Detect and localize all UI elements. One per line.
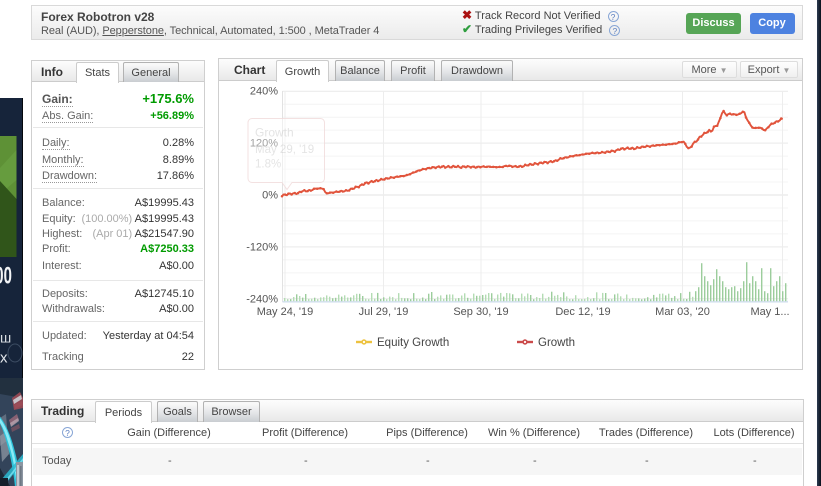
svg-text:-120%: -120% — [246, 241, 278, 253]
svg-text:-240%: -240% — [246, 293, 278, 305]
svg-text:120%: 120% — [250, 138, 278, 150]
svg-text:0%: 0% — [262, 190, 278, 202]
svg-text:May 24, '19: May 24, '19 — [257, 306, 314, 318]
svg-text:May 1...: May 1... — [750, 306, 789, 318]
svg-text:May 29, '19: May 29, '19 — [255, 144, 314, 156]
svg-text:x: x — [0, 350, 8, 367]
svg-text:Growth: Growth — [538, 337, 575, 349]
svg-text:240%: 240% — [250, 86, 278, 98]
svg-text:ш: ш — [0, 330, 11, 346]
svg-text:Jul 29, '19: Jul 29, '19 — [359, 306, 409, 318]
svg-text:Mar 03, '20: Mar 03, '20 — [655, 306, 710, 318]
svg-text:Sep 30, '19: Sep 30, '19 — [453, 306, 508, 318]
svg-text:1.8%: 1.8% — [255, 159, 281, 171]
svg-text:Equity Growth: Equity Growth — [377, 337, 449, 349]
svg-text:00: 00 — [0, 263, 12, 289]
svg-text:Dec 12, '19: Dec 12, '19 — [555, 306, 610, 318]
svg-text:Growth: Growth — [255, 126, 294, 140]
